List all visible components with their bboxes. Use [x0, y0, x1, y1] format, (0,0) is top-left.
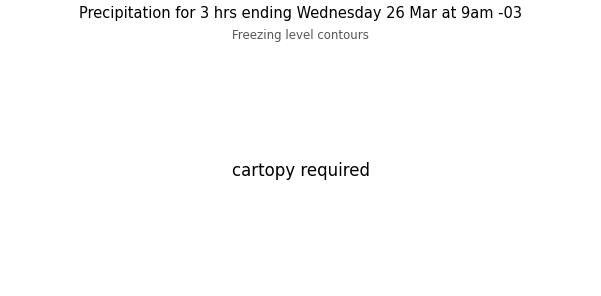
Text: cartopy required: cartopy required [231, 162, 370, 180]
Text: Freezing level contours: Freezing level contours [232, 29, 369, 42]
Text: Precipitation for 3 hrs ending Wednesday 26 Mar at 9am -03: Precipitation for 3 hrs ending Wednesday… [79, 6, 522, 21]
